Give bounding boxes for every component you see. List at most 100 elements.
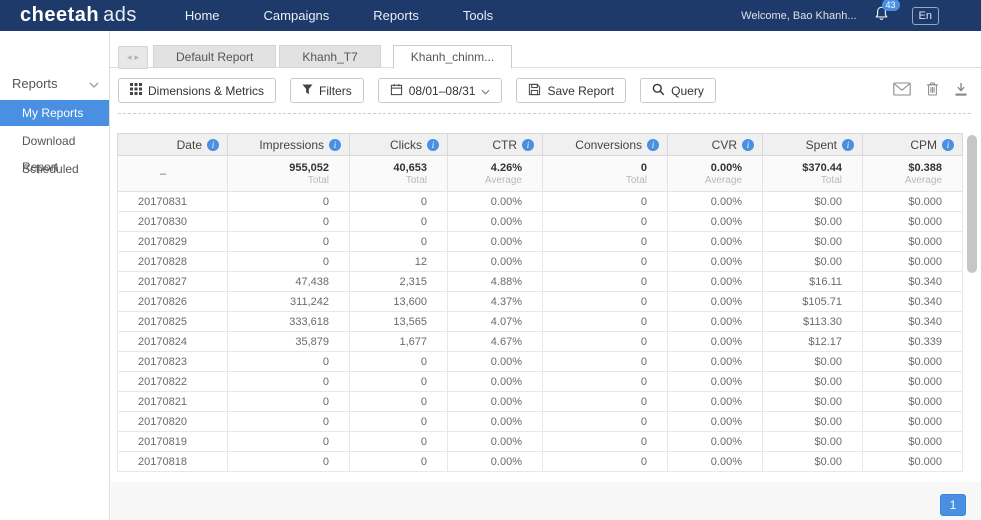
cell-ctr: 4.67% [447,331,543,352]
cell-impressions: 0 [227,351,350,372]
date-range-button[interactable]: 08/01–08/31 [377,78,503,103]
cell-cpm: $0.340 [862,311,963,332]
pagination-page-1-button[interactable]: 1 [940,494,966,516]
summary-date-cell: – [117,155,228,192]
cell-conversions: 0 [542,451,668,472]
info-icon[interactable]: i [647,138,659,151]
column-header[interactable]: CTR i [447,133,543,156]
cell-ctr: 4.88% [447,271,543,292]
nav-menu-item[interactable]: Tools [462,8,494,23]
app-logo[interactable]: cheetah ads [20,4,137,27]
delete-report-icon[interactable] [926,81,939,97]
cell-date: 20170827 [117,271,228,292]
cell-clicks: 0 [349,411,448,432]
email-report-icon[interactable] [893,82,911,96]
cell-ctr: 0.00% [447,351,543,372]
query-button[interactable]: Query [640,78,716,103]
cell-clicks: 0 [349,211,448,232]
cell-cpm: $0.000 [862,191,963,212]
cell-impressions: 0 [227,251,350,272]
info-icon[interactable]: i [329,138,341,151]
table-row[interactable]: 20170824 35,879 1,677 4.67% 0 0.00% $12.… [117,331,963,352]
cell-spent: $0.00 [762,191,863,212]
tab-scroll-right-icon[interactable]: ▸ [134,52,140,62]
summary-value: 955,052 [289,161,329,174]
cell-impressions: 0 [227,231,350,252]
column-header[interactable]: Clicks i [349,133,448,156]
nav-menu-item[interactable]: Campaigns [263,8,330,23]
cell-cvr: 0.00% [667,251,763,272]
main-menu: Home Campaigns Reports Tools [185,8,493,23]
table-row[interactable]: 20170828 0 12 0.00% 0 0.00% $0.00 $0.000 [117,251,963,272]
sidebar-item[interactable]: My Reports [0,100,109,126]
table-row[interactable]: 20170826 311,242 13,600 4.37% 0 0.00% $1… [117,291,963,312]
cell-cvr: 0.00% [667,271,763,292]
report-tabs: Default Report Khanh_T7 Khanh_chinm... [153,45,515,69]
table-row[interactable]: 20170827 47,438 2,315 4.88% 0 0.00% $16.… [117,271,963,292]
summary-sub-label: Average [904,174,942,186]
welcome-user-label[interactable]: Welcome, Bao Khanh... [741,9,857,22]
cell-spent: $0.00 [762,431,863,452]
cell-clicks: 1,677 [349,331,448,352]
table-row[interactable]: 20170830 0 0 0.00% 0 0.00% $0.00 $0.000 [117,211,963,232]
save-report-button[interactable]: Save Report [516,78,627,103]
cell-cpm: $0.000 [862,451,963,472]
cell-impressions: 0 [227,211,350,232]
column-header[interactable]: Spent i [762,133,863,156]
column-header[interactable]: Impressions i [227,133,350,156]
sidebar-section-reports[interactable]: Reports [0,68,109,98]
nav-menu-item[interactable]: Home [184,8,220,23]
info-icon[interactable]: i [207,138,219,151]
info-icon[interactable]: i [942,138,954,151]
cell-cpm: $0.000 [862,351,963,372]
column-header-label: CTR [492,137,517,152]
table-row[interactable]: 20170822 0 0 0.00% 0 0.00% $0.00 $0.000 [117,371,963,392]
table-row[interactable]: 20170820 0 0 0.00% 0 0.00% $0.00 $0.000 [117,411,963,432]
table-row[interactable]: 20170829 0 0 0.00% 0 0.00% $0.00 $0.000 [117,231,963,252]
logo-text-bold: cheetah [20,4,100,26]
cell-cvr: 0.00% [667,371,763,392]
cell-cvr: 0.00% [667,191,763,212]
summary-sub-label: Average [484,174,522,186]
column-header-label: Conversions [575,137,642,152]
report-tab[interactable]: Khanh_chinm... [392,45,513,69]
table-row[interactable]: 20170823 0 0 0.00% 0 0.00% $0.00 $0.000 [117,351,963,372]
notifications-button[interactable]: 43 [873,0,900,27]
language-button[interactable]: En [911,6,939,25]
table-row[interactable]: 20170818 0 0 0.00% 0 0.00% $0.00 $0.000 [117,451,963,472]
cell-spent: $105.71 [762,291,863,312]
cell-clicks: 0 [349,351,448,372]
cell-date: 20170824 [117,331,228,352]
vertical-scrollbar-thumb[interactable] [967,135,977,273]
column-header[interactable]: Conversions i [542,133,668,156]
sidebar-item[interactable]: Download Report [22,134,76,174]
dimensions-metrics-button[interactable]: Dimensions & Metrics [118,78,277,103]
cell-date: 20170823 [117,351,228,372]
column-header-label: Spent [805,137,837,152]
table-row[interactable]: 20170821 0 0 0.00% 0 0.00% $0.00 $0.000 [117,391,963,412]
column-header[interactable]: Date i [117,133,228,156]
tab-scroll-left-icon[interactable]: ◂ [126,52,132,62]
table-row[interactable]: 20170831 0 0 0.00% 0 0.00% $0.00 $0.000 [117,191,963,212]
nav-menu-item[interactable]: Reports [373,8,419,23]
cell-date: 20170822 [117,371,228,392]
cell-cvr: 0.00% [667,451,763,472]
table-row[interactable]: 20170819 0 0 0.00% 0 0.00% $0.00 $0.000 [117,431,963,452]
download-report-icon[interactable] [954,82,968,96]
info-icon[interactable]: i [522,138,534,151]
info-icon[interactable]: i [742,138,754,151]
cell-conversions: 0 [542,271,668,292]
cell-impressions: 311,242 [227,291,350,312]
table-row[interactable]: 20170825 333,618 13,565 4.07% 0 0.00% $1… [117,311,963,332]
cell-cvr: 0.00% [667,211,763,232]
sidebar-item[interactable]: Scheduled [22,162,79,176]
report-tab[interactable]: Default Report [153,45,277,68]
cell-clicks: 0 [349,391,448,412]
report-tab[interactable]: Khanh_T7 [279,45,381,68]
column-header[interactable]: CPM i [862,133,963,156]
filters-button[interactable]: Filters [290,78,364,103]
summary-value: 0 [640,161,647,174]
column-header[interactable]: CVR i [667,133,763,156]
info-icon[interactable]: i [427,138,439,151]
info-icon[interactable]: i [842,138,854,151]
